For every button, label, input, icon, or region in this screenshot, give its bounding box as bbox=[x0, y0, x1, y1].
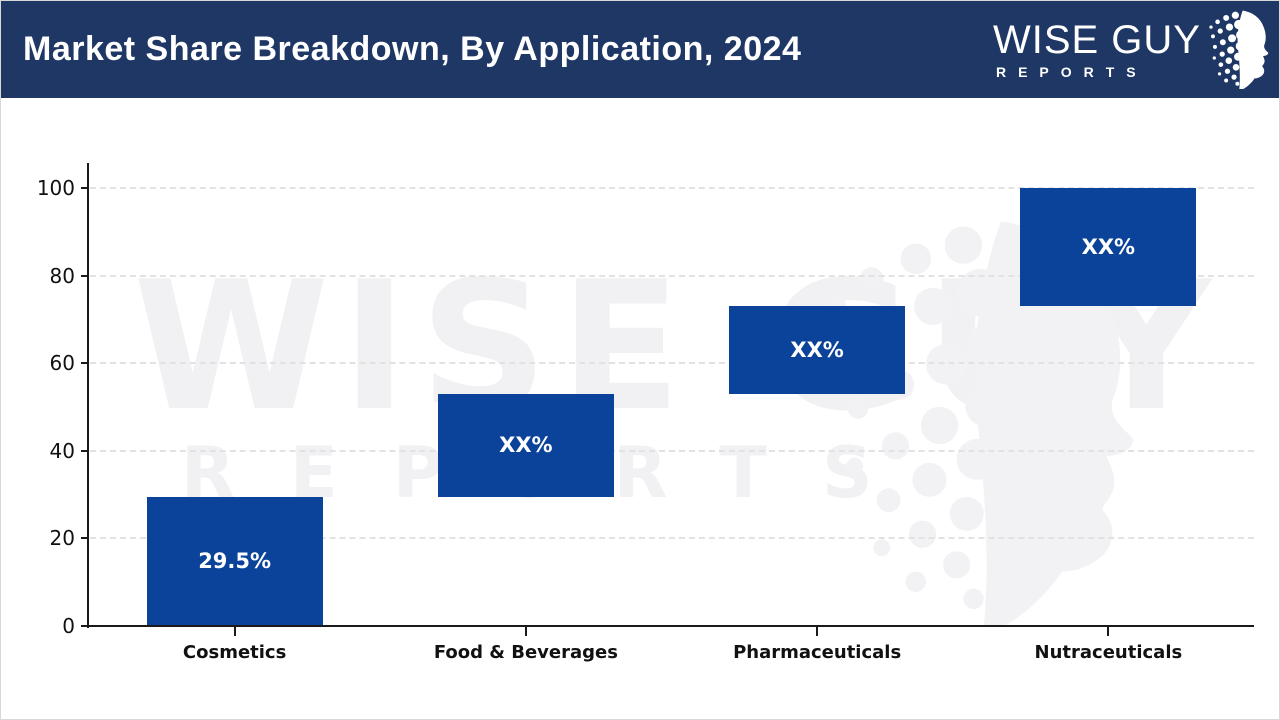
bar-value-label: 29.5% bbox=[198, 549, 272, 574]
y-tick-100 bbox=[81, 187, 88, 189]
y-tick-label-60: 60 bbox=[49, 351, 75, 376]
logo-subtitle: REPORTS bbox=[995, 63, 1148, 80]
x-tick-2 bbox=[816, 627, 819, 636]
chart-area: WISE GUY REPORTS 02040608010029.5%Cosmet… bbox=[1, 98, 1279, 719]
bar-value-label: XX% bbox=[790, 338, 844, 363]
y-tick-0 bbox=[81, 625, 88, 627]
bar-value-label: XX% bbox=[1081, 235, 1136, 260]
chart-title: Market Share Breakdown, By Application, … bbox=[23, 30, 802, 68]
y-tick-label-100: 100 bbox=[36, 176, 75, 200]
y-tick-label-80: 80 bbox=[49, 263, 75, 288]
bar-nutraceuticals: XX% bbox=[1020, 188, 1197, 307]
logo-brand: WISE GUY bbox=[992, 17, 1201, 62]
logo-text: WISE GUY REPORTS bbox=[993, 20, 1201, 80]
x-category-label-3: Nutraceuticals bbox=[1034, 642, 1183, 663]
x-category-label-2: Pharmaceuticals bbox=[733, 642, 902, 663]
x-tick-3 bbox=[1107, 627, 1110, 636]
gridline-100 bbox=[90, 187, 1254, 189]
gridline-20 bbox=[90, 537, 1254, 540]
y-tick-60 bbox=[81, 362, 88, 365]
bar-food-beverages: XX% bbox=[437, 393, 614, 497]
x-tick-1 bbox=[524, 627, 527, 636]
bar-cosmetics: 29.5% bbox=[146, 496, 323, 626]
header-bar: Market Share Breakdown, By Application, … bbox=[1, 1, 1279, 98]
x-category-label-1: Food & Beverages bbox=[433, 642, 618, 663]
y-tick-label-20: 20 bbox=[49, 526, 75, 551]
gridline-60 bbox=[90, 362, 1254, 365]
y-tick-80 bbox=[81, 274, 88, 277]
y-tick-label-0: 0 bbox=[62, 614, 75, 638]
head-profile-icon bbox=[1205, 10, 1271, 89]
x-tick-0 bbox=[233, 627, 236, 636]
y-axis-line bbox=[87, 163, 89, 628]
x-axis-line bbox=[87, 625, 1254, 627]
y-tick-label-40: 40 bbox=[49, 438, 75, 463]
wise-guy-reports-logo: WISE GUY REPORTS bbox=[993, 10, 1271, 89]
gridline-40 bbox=[90, 449, 1254, 452]
gridline-80 bbox=[90, 274, 1254, 277]
bar-pharmaceuticals: XX% bbox=[729, 306, 906, 394]
y-tick-20 bbox=[81, 537, 88, 540]
bar-value-label: XX% bbox=[499, 433, 553, 458]
y-tick-40 bbox=[81, 449, 88, 452]
x-category-label-0: Cosmetics bbox=[182, 642, 287, 663]
